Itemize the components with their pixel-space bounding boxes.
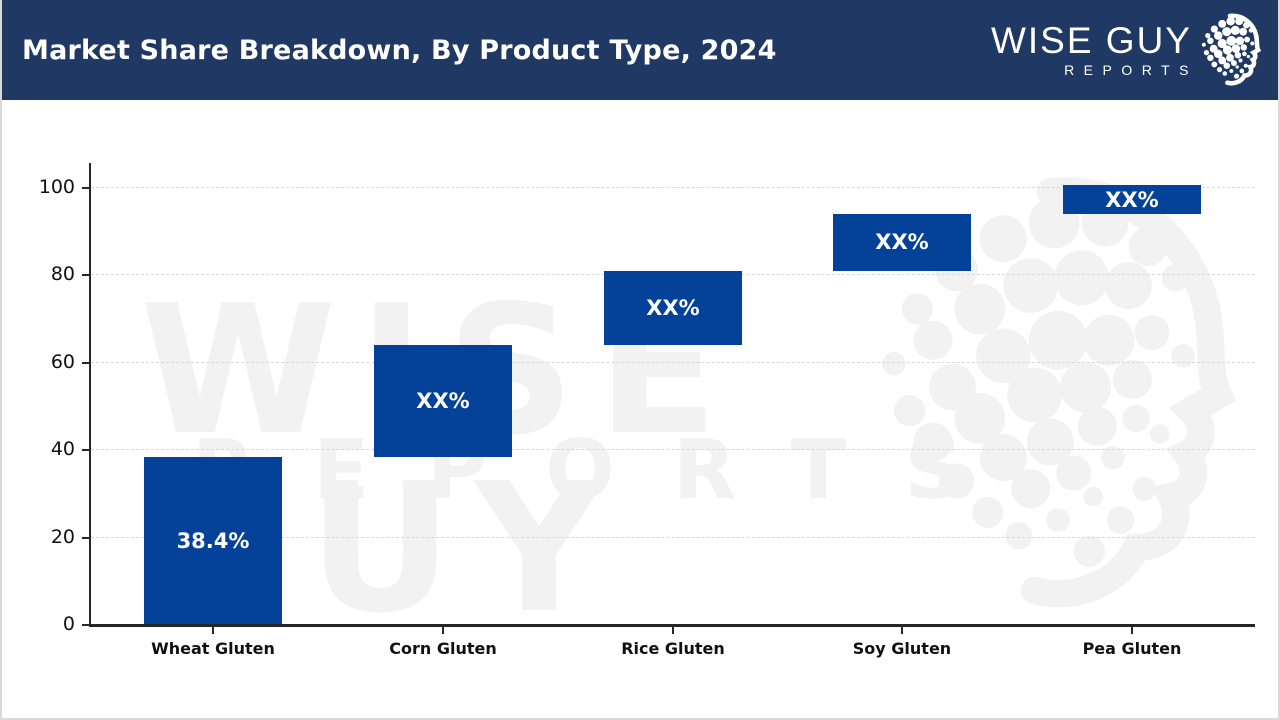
logo-wordmark: WISE GUY: [990, 20, 1192, 61]
y-axis-tick: [82, 361, 91, 364]
y-axis-tick-label: 100: [38, 175, 75, 198]
x-axis-tick: [672, 627, 674, 634]
waterfall-bar: XX%: [374, 345, 512, 457]
x-axis-tick: [212, 627, 214, 634]
x-axis-tick: [442, 627, 444, 634]
x-category-label: Wheat Gluten: [151, 639, 275, 658]
x-axis-tick: [1131, 627, 1133, 634]
y-gridline: [91, 536, 1255, 538]
y-axis-line: [89, 163, 91, 625]
y-axis-tick: [82, 536, 91, 539]
waterfall-bar: XX%: [604, 270, 742, 345]
y-axis-tick-label: 80: [50, 263, 75, 285]
bar-value-label: XX%: [1105, 187, 1159, 212]
waterfall-bar: 38.4%: [144, 457, 282, 625]
header: Market Share Breakdown, By Product Type,…: [2, 0, 1278, 100]
y-gridline: [91, 449, 1255, 450]
y-axis-tick-label: 0: [62, 613, 75, 635]
x-axis-line: [89, 624, 1255, 627]
x-category-label: Corn Gluten: [389, 639, 497, 658]
x-axis-tick: [901, 627, 903, 634]
waterfall-bar: XX%: [833, 213, 971, 271]
page-title: Market Share Breakdown, By Product Type,…: [22, 34, 777, 66]
y-axis-tick-label: 60: [50, 350, 75, 373]
y-axis-tick: [82, 186, 91, 189]
y-axis-tick-label: 20: [50, 525, 75, 548]
bar-value-label: 38.4%: [176, 529, 250, 553]
x-category-label: Pea Gluten: [1082, 639, 1182, 658]
x-category-label: Rice Gluten: [621, 639, 725, 658]
bar-value-label: XX%: [646, 295, 700, 320]
y-gridline: [91, 186, 1255, 188]
x-category-label: Soy Gluten: [852, 639, 952, 658]
y-gridline: [91, 361, 1255, 363]
bar-value-label: XX%: [875, 230, 929, 255]
y-axis-tick-label: 40: [50, 438, 75, 460]
bar-value-label: XX%: [416, 389, 470, 413]
wiseguy-logo: WISE GUY REPORTS: [991, 10, 1268, 90]
y-axis-tick: [82, 274, 91, 276]
logo-tagline: REPORTS: [1064, 62, 1198, 78]
waterfall-bar: XX%: [1063, 185, 1201, 214]
y-axis-tick: [82, 449, 91, 451]
y-axis-tick: [82, 624, 91, 626]
